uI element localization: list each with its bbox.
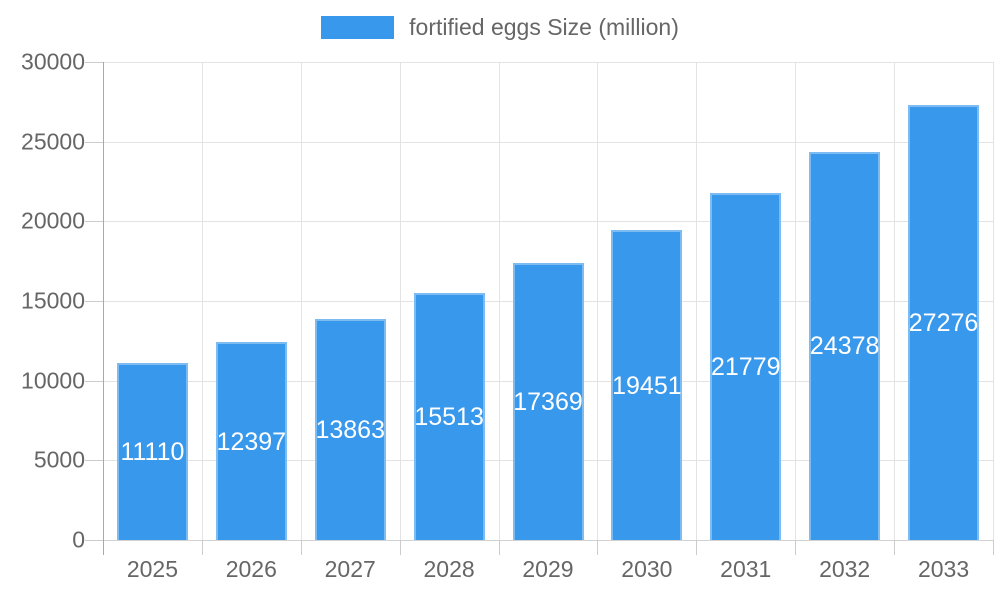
x-tick-mark: [894, 540, 896, 555]
x-axis-label: 2025: [126, 556, 179, 582]
x-gridline: [498, 62, 500, 540]
bar-2032[interactable]: 24378: [809, 151, 881, 540]
x-gridline: [795, 62, 797, 540]
y-tick-mark: [85, 380, 103, 382]
x-tick-mark: [696, 540, 698, 555]
x-tick-mark: [498, 540, 500, 555]
x-gridline: [201, 62, 203, 540]
x-axis-label: 2031: [720, 556, 772, 582]
y-gridline: [103, 221, 993, 223]
plot-area: 0 5000 10000 15000 20000 25000 30000 2025 11110 2…: [21, 49, 994, 582]
bar-2028[interactable]: 15513: [413, 292, 485, 540]
legend-label: fortified eggs Size (million): [409, 14, 679, 40]
x-gridline: [300, 62, 302, 540]
bar-2030[interactable]: 19451: [611, 230, 683, 540]
x-gridline: [993, 62, 994, 540]
y-axis-label: 25000: [21, 128, 85, 155]
y-axis-label: 10000: [21, 367, 85, 394]
bar-value-label: 24378: [809, 332, 880, 361]
y-tick-mark: [85, 62, 103, 63]
x-tick-mark: [795, 540, 797, 555]
chart-legend: fortified eggs Size (million): [0, 14, 1000, 42]
y-tick-mark: [85, 301, 103, 302]
x-axis-line: [103, 540, 993, 541]
bar-2033[interactable]: 27276: [908, 105, 980, 540]
x-axis-label: 2030: [621, 556, 673, 582]
bar-value-label: 19451: [612, 371, 682, 400]
y-tick-mark: [85, 540, 103, 541]
x-gridline: [597, 62, 599, 540]
bar-2029[interactable]: 17369: [512, 263, 584, 540]
y-axis-label: 5000: [33, 446, 85, 473]
x-tick-mark: [597, 540, 599, 555]
bar-value-label: 13863: [315, 416, 385, 445]
bar-2031[interactable]: 21779: [710, 192, 782, 540]
x-axis-label: 2028: [423, 556, 475, 582]
x-tick-mark: [201, 540, 203, 555]
x-gridline: [696, 62, 698, 540]
y-axis-label: 30000: [21, 48, 85, 75]
y-gridline: [103, 141, 993, 143]
bar-value-label: 11110: [120, 437, 185, 466]
y-axis-label: 0: [72, 526, 85, 553]
x-tick-mark: [993, 540, 994, 555]
bar-value-label: 17369: [513, 388, 583, 417]
x-axis-label: 2033: [917, 556, 970, 582]
bar-value-label: 15513: [414, 402, 484, 431]
x-axis-label: 2032: [819, 556, 871, 582]
x-axis-label: 2027: [324, 556, 376, 582]
y-axis-line: [103, 62, 104, 555]
x-tick-mark: [399, 540, 401, 555]
legend-swatch: [321, 16, 395, 40]
bar-2026[interactable]: 12397: [215, 342, 287, 540]
x-axis-label: 2026: [225, 556, 277, 582]
x-tick-mark: [300, 540, 302, 555]
y-axis-label: 20000: [21, 207, 85, 234]
bar-value-label: 21779: [711, 352, 781, 381]
x-gridline: [894, 62, 896, 540]
legend-item-fortified-eggs[interactable]: fortified eggs Size (million): [321, 14, 679, 42]
y-tick-mark: [85, 460, 103, 462]
bar-2027[interactable]: 13863: [314, 319, 386, 540]
bar-value-label: 12397: [216, 427, 287, 456]
bar-value-label: 27276: [908, 309, 979, 338]
x-axis-label: 2029: [522, 556, 574, 582]
y-tick-mark: [85, 141, 103, 143]
y-gridline: [103, 62, 993, 63]
bar-2025[interactable]: 11110: [116, 362, 188, 540]
x-gridline: [399, 62, 401, 540]
y-tick-mark: [85, 221, 103, 223]
y-axis-label: 15000: [21, 287, 85, 314]
